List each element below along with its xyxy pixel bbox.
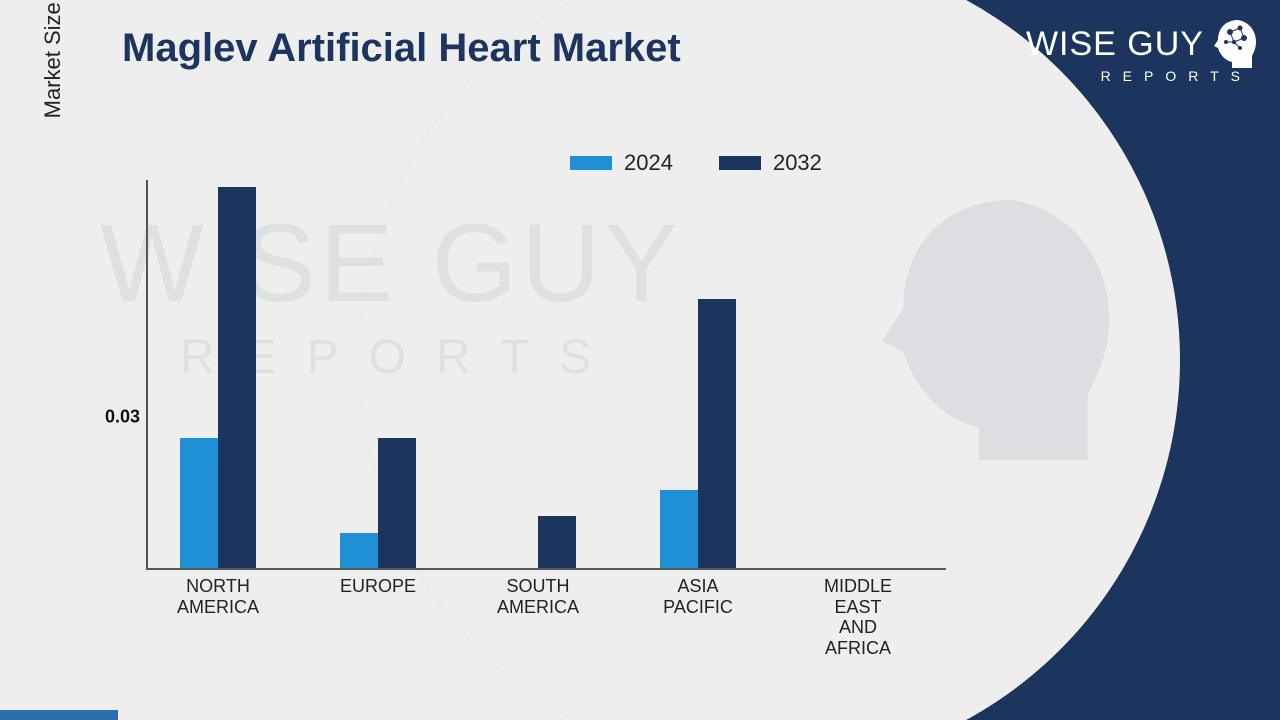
bar-group: SOUTH AMERICA (478, 516, 598, 568)
brand-logo-text: WISE GUY (1026, 25, 1204, 64)
bar (378, 438, 416, 568)
legend-label: 2032 (773, 150, 822, 176)
head-icon (1210, 18, 1258, 70)
bar (180, 438, 218, 568)
legend-swatch (719, 156, 761, 170)
x-axis-label: MIDDLE EAST AND AFRICA (783, 576, 933, 659)
brand-logo: WISE GUY REPORTS (1026, 18, 1258, 84)
plot-area: 0.03NORTH AMERICAEUROPESOUTH AMERICAASIA… (146, 180, 946, 570)
y-axis-label: Market Size in USD Billion (40, 0, 66, 190)
legend-swatch (570, 156, 612, 170)
x-axis-label: NORTH AMERICA (143, 576, 293, 617)
legend-item: 2024 (570, 150, 673, 176)
accent-bar (0, 710, 118, 720)
y-tick-label: 0.03 (105, 407, 140, 428)
legend-item: 2032 (719, 150, 822, 176)
x-axis-label: ASIA PACIFIC (623, 576, 773, 617)
bar (340, 533, 378, 568)
bar-group: NORTH AMERICA (158, 187, 278, 568)
x-axis-label: EUROPE (303, 576, 453, 597)
brand-logo-subtext: REPORTS (1026, 68, 1258, 84)
x-axis-label: SOUTH AMERICA (463, 576, 613, 617)
bar-group: ASIA PACIFIC (638, 299, 758, 568)
chart-title: Maglev Artificial Heart Market (122, 26, 681, 71)
bar-chart: 20242032 Market Size in USD Billion 0.03… (90, 150, 970, 660)
chart-card: Maglev Artificial Heart Market WISE GUY … (0, 0, 1280, 720)
bar (698, 299, 736, 568)
chart-legend: 2024 2032 (570, 150, 822, 176)
bar (660, 490, 698, 568)
bar-group: EUROPE (318, 438, 438, 568)
legend-label: 2024 (624, 150, 673, 176)
bar (538, 516, 576, 568)
bar (218, 187, 256, 568)
